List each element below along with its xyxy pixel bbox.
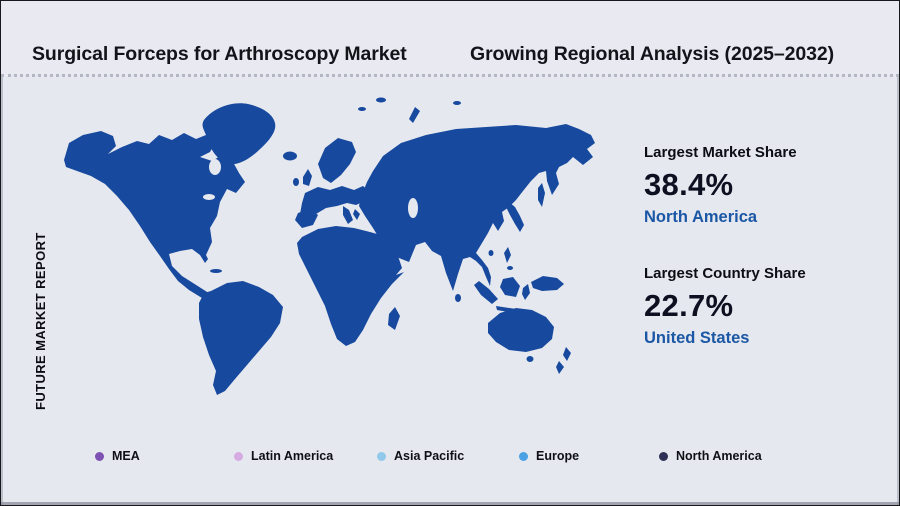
- caspian-sea: [408, 198, 418, 218]
- ireland: [293, 178, 299, 186]
- legend-dot-europe: [519, 451, 528, 461]
- svalbard: [358, 107, 366, 111]
- stat-region: North America: [644, 208, 758, 226]
- cuba: [210, 269, 222, 273]
- legend-dot-latin-america: [234, 451, 243, 461]
- borneo: [500, 277, 520, 297]
- legend-dot-mea: [95, 451, 104, 461]
- page-title-left: Surgical Forceps for Arthroscopy Market: [32, 43, 407, 65]
- dotted-divider: [1, 74, 899, 77]
- europe: [300, 186, 370, 219]
- new-zealand-south: [556, 361, 564, 374]
- severnaya-zemlya: [453, 101, 461, 105]
- taiwan: [488, 250, 494, 256]
- australia: [488, 308, 554, 352]
- iberia: [295, 209, 318, 228]
- stat-label: Largest Country Share: [644, 265, 806, 282]
- legend-item-mea: MEA: [95, 448, 140, 464]
- legend-item-europe: Europe: [519, 448, 579, 464]
- north-america: [64, 131, 245, 304]
- stat-largest-country-share: Largest Country Share 22.7% United State…: [644, 265, 884, 349]
- balkans: [353, 209, 360, 220]
- philippines-south: [507, 266, 513, 270]
- stat-value: 38.4%: [644, 167, 734, 202]
- continents: [64, 97, 595, 395]
- madagascar: [388, 307, 400, 330]
- tasmania: [526, 356, 534, 362]
- south-america: [199, 281, 283, 395]
- uk: [303, 169, 312, 186]
- sulawesi: [522, 284, 530, 300]
- header-band: [1, 1, 899, 76]
- world-map: [59, 85, 621, 417]
- legend-dot-asia-pacific: [377, 451, 386, 461]
- legend-label: North America: [676, 449, 762, 463]
- italy: [343, 206, 353, 224]
- legend-item-asia-pacific: Asia Pacific: [377, 448, 464, 464]
- legend-item-north-america: North America: [659, 448, 762, 464]
- legend-label: Asia Pacific: [394, 449, 465, 463]
- novaya-zemlya: [409, 107, 420, 123]
- sakhalin: [538, 183, 545, 207]
- stat-largest-market-share: Largest Market Share 38.4% North America: [644, 144, 884, 228]
- legend-dot-north-america: [659, 451, 668, 461]
- new-zealand-north: [563, 347, 571, 361]
- world-map-svg: [64, 97, 595, 395]
- franz-josef: [376, 97, 386, 103]
- greenland: [202, 103, 276, 165]
- philippines: [504, 247, 511, 263]
- legend-label: MEA: [112, 449, 140, 463]
- stat-value: 22.7%: [644, 288, 734, 323]
- legend-label: Latin America: [251, 449, 334, 463]
- japan: [506, 202, 524, 232]
- great-lakes: [203, 194, 215, 200]
- africa: [297, 226, 404, 346]
- sumatra: [474, 281, 498, 304]
- brand-watermark: FUTURE MARKET REPORT: [33, 232, 48, 410]
- hudson-bay: [209, 159, 221, 175]
- legend-item-latin-america: Latin America: [234, 448, 333, 464]
- scandinavia: [318, 138, 356, 183]
- legend-label: Europe: [536, 449, 580, 463]
- sri-lanka: [455, 294, 461, 302]
- asia: [359, 124, 595, 291]
- water-cutouts: [203, 159, 418, 218]
- iceland: [283, 151, 297, 161]
- stat-region: United States: [644, 329, 750, 347]
- new-guinea: [531, 276, 564, 291]
- page-title-right: Growing Regional Analysis (2025–2032): [470, 43, 835, 65]
- stat-label: Largest Market Share: [644, 144, 797, 161]
